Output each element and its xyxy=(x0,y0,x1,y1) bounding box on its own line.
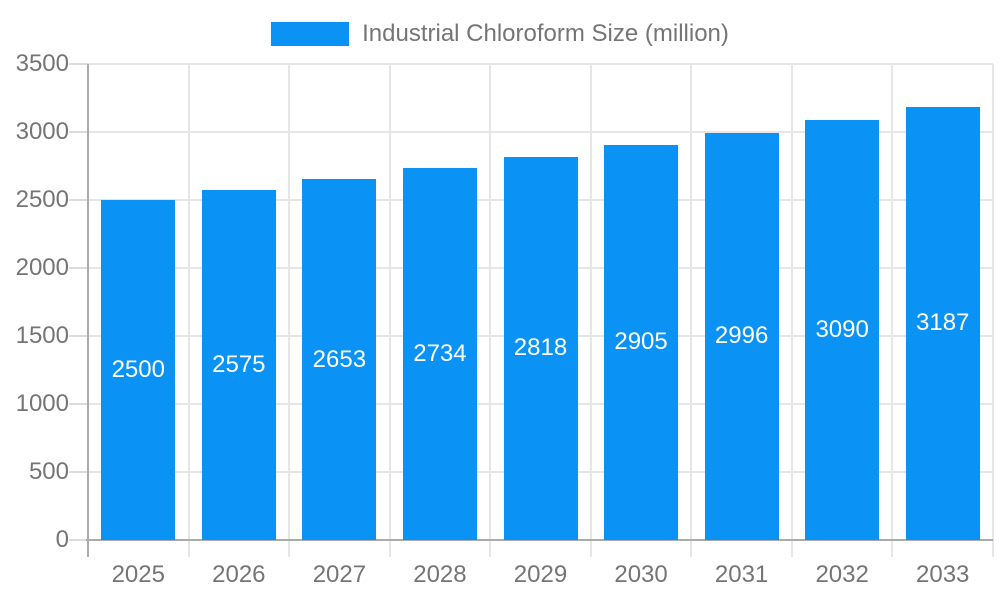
bar-value-label: 2905 xyxy=(614,328,668,356)
y-gridline xyxy=(88,63,993,65)
bar-2025[interactable] xyxy=(101,200,176,540)
x-axis-label: 2033 xyxy=(916,561,970,588)
x-axis-label: 2030 xyxy=(614,561,668,588)
bar-2026[interactable] xyxy=(201,189,276,540)
bar-value-label: 2653 xyxy=(312,345,367,373)
legend[interactable]: Industrial Chloroform Size (million) xyxy=(0,20,1000,48)
y-axis-tick xyxy=(69,267,88,269)
y-axis-tick xyxy=(69,63,88,65)
y-axis-label: 2500 xyxy=(15,186,69,213)
x-axis-label: 2025 xyxy=(111,561,165,588)
y-axis-tick xyxy=(69,471,88,473)
y-axis-tick xyxy=(69,335,88,337)
legend-label: Industrial Chloroform Size (million) xyxy=(362,20,729,47)
y-axis-label: 2000 xyxy=(15,254,69,281)
y-axis-tick xyxy=(69,131,88,133)
x-axis-label: 2027 xyxy=(312,561,367,588)
x-gridline xyxy=(288,64,291,557)
y-axis-label: 0 xyxy=(55,526,69,553)
x-gridline xyxy=(388,64,391,557)
bar-value-label: 2500 xyxy=(111,356,165,383)
bar-2032[interactable] xyxy=(805,119,880,540)
bar-2033[interactable] xyxy=(905,106,980,540)
bar-value-label: 2575 xyxy=(212,350,266,378)
x-axis-label: 2029 xyxy=(513,561,568,588)
x-gridline xyxy=(589,64,592,557)
y-axis-tick xyxy=(69,403,88,405)
y-axis-tick xyxy=(69,539,88,541)
y-axis-label: 500 xyxy=(28,458,69,485)
y-gridline xyxy=(88,131,993,133)
x-gridline xyxy=(891,64,894,557)
y-axis-label: 1500 xyxy=(15,322,69,349)
bar-value-label: 3090 xyxy=(815,315,869,343)
bar-2030[interactable] xyxy=(604,144,679,540)
x-axis-label: 2032 xyxy=(815,561,869,588)
x-gridline xyxy=(992,64,994,557)
bar-2029[interactable] xyxy=(503,156,578,540)
bar-value-label: 2734 xyxy=(413,340,467,368)
x-gridline xyxy=(690,64,693,557)
bar-value-label: 2818 xyxy=(513,334,568,362)
bar-2027[interactable] xyxy=(302,179,377,540)
y-axis-label: 3000 xyxy=(15,118,69,145)
x-axis-label: 2026 xyxy=(212,561,266,588)
x-axis-label: 2031 xyxy=(714,561,769,588)
bar-2031[interactable] xyxy=(704,132,779,540)
legend-swatch xyxy=(271,22,350,46)
x-gridline xyxy=(187,64,190,557)
bar-value-label: 2996 xyxy=(714,322,769,350)
bar-value-label: 3187 xyxy=(916,309,970,337)
y-axis-label: 3500 xyxy=(15,50,69,77)
y-axis-tick xyxy=(69,199,88,201)
x-gridline xyxy=(790,64,793,557)
y-axis-line xyxy=(87,64,89,557)
x-axis-line xyxy=(86,539,993,541)
y-axis-label: 1000 xyxy=(15,390,69,417)
bar-2028[interactable] xyxy=(402,168,477,540)
x-axis-label: 2028 xyxy=(413,561,467,588)
x-gridline xyxy=(489,64,492,557)
